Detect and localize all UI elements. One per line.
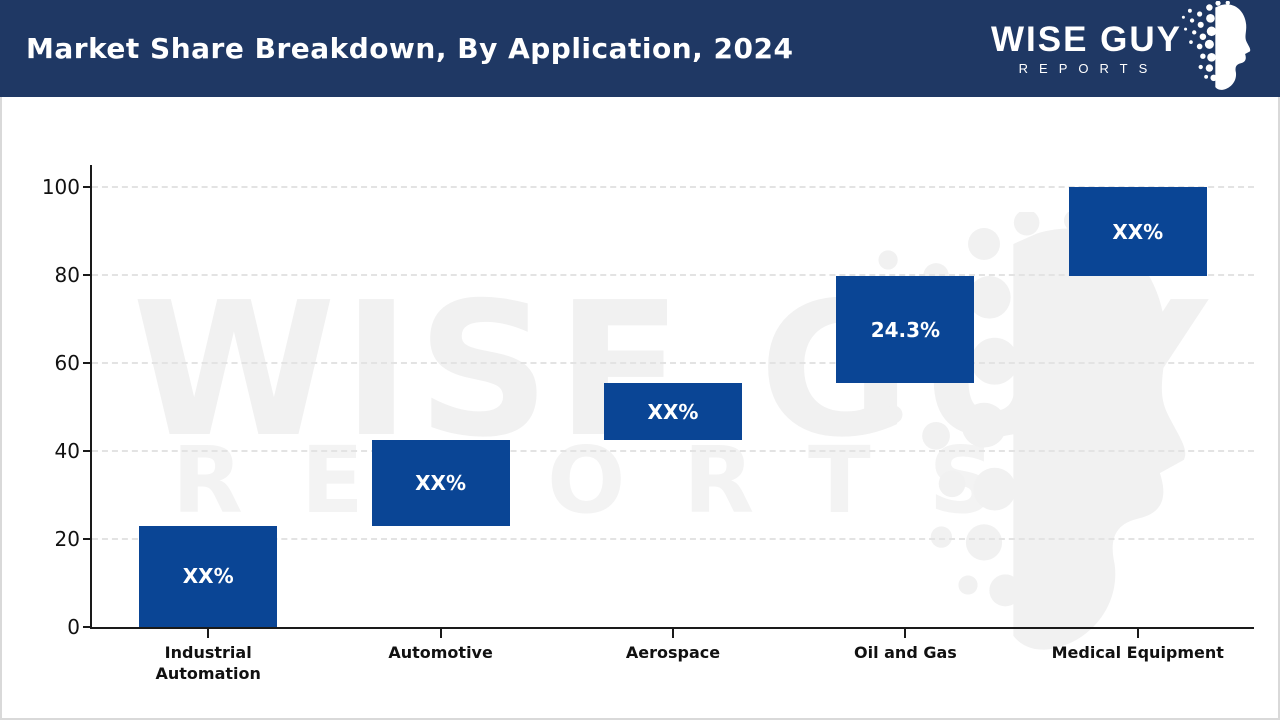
x-tick-1 <box>439 629 442 638</box>
bar-aerospace: XX% <box>604 383 742 440</box>
y-axis-line <box>90 165 92 629</box>
watermark-subtitle: REPORTS <box>172 427 1054 534</box>
header-bar: Market Share Breakdown, By Application, … <box>0 0 1280 97</box>
y-tick-100 <box>83 186 92 188</box>
bar-value-label: XX% <box>1112 219 1164 244</box>
bar-value-label: XX% <box>415 470 467 495</box>
x-tick-2 <box>672 629 674 638</box>
bar-value-label: XX% <box>647 399 699 424</box>
x-category-label: Industrial Automation <box>155 643 261 683</box>
x-tick-4 <box>1136 629 1139 638</box>
bar-medical-equipment: XX% <box>1068 187 1207 277</box>
bar-automotive: XX% <box>371 440 510 526</box>
bar-value-label: XX% <box>182 564 234 589</box>
gridline-40 <box>92 450 1254 452</box>
y-tick-label-80: 80 <box>54 263 80 287</box>
logo-text: WISE GUY REPORTS <box>991 22 1182 76</box>
x-category-label: Aerospace <box>625 643 721 662</box>
y-tick-80 <box>83 274 92 276</box>
x-category-label: Automotive <box>388 643 493 662</box>
dotted-head-icon <box>1181 0 1251 90</box>
bar-industrial-automation: XX% <box>139 525 278 627</box>
chart-title: Market Share Breakdown, By Application, … <box>26 32 794 65</box>
y-tick-label-40: 40 <box>54 439 80 463</box>
y-tick-label-0: 0 <box>67 615 80 639</box>
wise-guy-reports-logo: WISE GUY REPORTS <box>991 0 1254 93</box>
y-tick-label-60: 60 <box>54 351 80 375</box>
x-axis-line <box>90 627 1254 629</box>
y-tick-60 <box>83 362 92 364</box>
y-tick-label-100: 100 <box>41 175 80 199</box>
x-tick-3 <box>904 629 907 638</box>
gridline-20 <box>92 538 1254 540</box>
y-tick-20 <box>83 538 92 540</box>
gridline-80 <box>92 274 1254 276</box>
bar-oil-and-gas: 24.3% <box>836 276 975 384</box>
y-tick-0 <box>83 626 92 628</box>
y-tick-label-20: 20 <box>54 527 80 551</box>
y-tick-40 <box>83 450 92 452</box>
x-category-label: Oil and Gas <box>853 643 957 662</box>
x-tick-0 <box>207 629 210 638</box>
gridline-60 <box>92 362 1254 364</box>
logo-wordmark: WISE GUY <box>990 19 1182 59</box>
chart-area: WISE GUY REPORTS 0 20 40 60 80 100 XX% Industri… <box>0 97 1280 720</box>
x-category-label: Medical Equipment <box>1051 643 1224 662</box>
gridline-100 <box>92 186 1254 188</box>
bar-value-label: 24.3% <box>870 317 941 342</box>
logo-subtitle: REPORTS <box>1018 60 1159 76</box>
